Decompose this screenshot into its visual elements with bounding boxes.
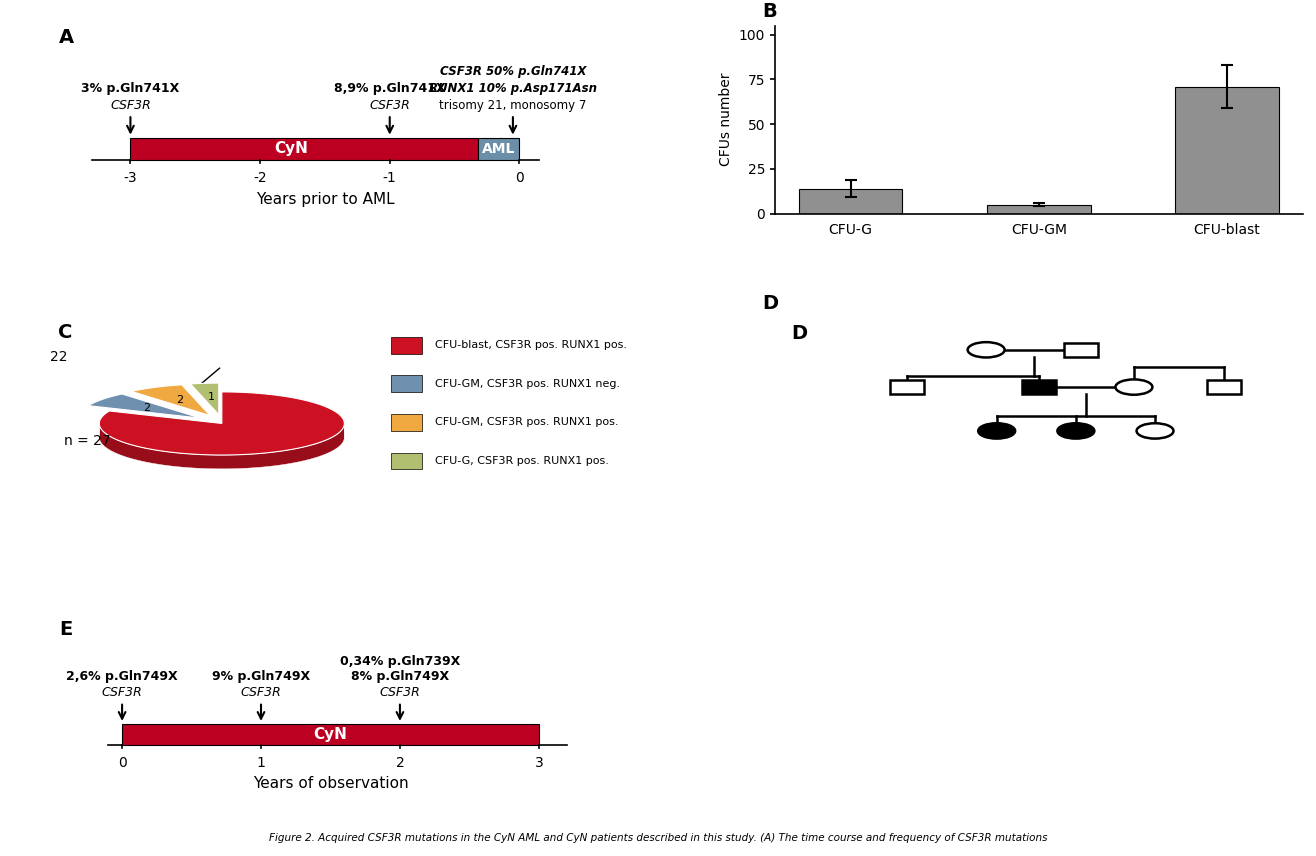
- Text: 1: 1: [208, 392, 215, 402]
- Text: 2: 2: [176, 395, 183, 405]
- Text: 9% p.Gln749X: 9% p.Gln749X: [212, 670, 311, 683]
- Bar: [391, 376, 422, 392]
- Text: CSF3R: CSF3R: [241, 687, 282, 699]
- Bar: [478, 138, 520, 160]
- Circle shape: [1057, 423, 1095, 438]
- Text: D: D: [791, 324, 807, 342]
- Polygon shape: [88, 394, 201, 419]
- Bar: [1207, 380, 1241, 395]
- Bar: [391, 453, 422, 469]
- Circle shape: [1116, 379, 1153, 395]
- Text: B: B: [762, 3, 776, 21]
- Bar: [1063, 342, 1099, 357]
- Text: CSF3R: CSF3R: [101, 687, 142, 699]
- Bar: [1175, 86, 1279, 214]
- Text: D: D: [762, 294, 778, 312]
- Polygon shape: [99, 424, 345, 469]
- Circle shape: [978, 423, 1015, 438]
- Text: Years of observation: Years of observation: [253, 776, 408, 791]
- Text: 0,34% p.Gln739X: 0,34% p.Gln739X: [340, 655, 461, 668]
- Bar: [391, 414, 422, 431]
- Text: 0: 0: [515, 171, 524, 185]
- Circle shape: [1137, 423, 1174, 438]
- Text: C: C: [58, 323, 72, 342]
- Text: 0: 0: [117, 756, 126, 770]
- Bar: [890, 380, 924, 395]
- Text: 3: 3: [534, 756, 544, 770]
- Polygon shape: [99, 392, 345, 455]
- Text: AML: AML: [482, 142, 516, 156]
- Y-axis label: CFUs number: CFUs number: [720, 73, 733, 166]
- Text: CyN: CyN: [313, 727, 347, 742]
- Text: RUNX1 10% p.Asp171Asn: RUNX1 10% p.Asp171Asn: [429, 82, 597, 95]
- Text: A: A: [59, 28, 74, 47]
- Text: 22: 22: [50, 350, 67, 365]
- Text: 8,9% p.Gln741X: 8,9% p.Gln741X: [334, 82, 446, 95]
- Polygon shape: [132, 385, 211, 415]
- Text: -1: -1: [383, 171, 396, 185]
- Text: CFU-blast, CSF3R pos. RUNX1 pos.: CFU-blast, CSF3R pos. RUNX1 pos.: [434, 340, 626, 350]
- Bar: [122, 724, 538, 745]
- Bar: [987, 205, 1091, 214]
- Bar: [391, 337, 422, 354]
- Text: E: E: [59, 620, 72, 639]
- Text: Figure 2. Acquired CSF3R mutations in the CyN AML and CyN patients described in : Figure 2. Acquired CSF3R mutations in th…: [268, 833, 1048, 843]
- Text: -2: -2: [253, 171, 267, 185]
- Text: CSF3R: CSF3R: [379, 687, 420, 699]
- Text: 1: 1: [257, 756, 266, 770]
- Polygon shape: [191, 383, 218, 414]
- Text: 8% p.Gln749X: 8% p.Gln749X: [351, 670, 449, 683]
- Text: 3% p.Gln741X: 3% p.Gln741X: [82, 82, 179, 95]
- Text: CFU-G, CSF3R pos. RUNX1 pos.: CFU-G, CSF3R pos. RUNX1 pos.: [434, 456, 608, 466]
- Bar: [1021, 380, 1055, 395]
- Bar: [799, 188, 903, 214]
- Text: CSF3R 50% p.Gln741X: CSF3R 50% p.Gln741X: [440, 65, 586, 79]
- Text: 2: 2: [143, 403, 150, 413]
- Text: CFU-GM, CSF3R pos. RUNX1 pos.: CFU-GM, CSF3R pos. RUNX1 pos.: [434, 418, 619, 427]
- Text: 2,6% p.Gln749X: 2,6% p.Gln749X: [66, 670, 178, 683]
- Text: CFU-GM, CSF3R pos. RUNX1 neg.: CFU-GM, CSF3R pos. RUNX1 neg.: [434, 379, 620, 389]
- Text: trisomy 21, monosomy 7: trisomy 21, monosomy 7: [440, 98, 587, 111]
- Text: CyN: CyN: [274, 141, 308, 156]
- Bar: [130, 138, 478, 160]
- Text: CSF3R: CSF3R: [370, 98, 411, 111]
- Circle shape: [967, 342, 1004, 358]
- Text: CSF3R: CSF3R: [111, 98, 151, 111]
- Text: -3: -3: [124, 171, 137, 185]
- Text: n = 27: n = 27: [64, 434, 111, 449]
- Text: 2: 2: [396, 756, 404, 770]
- Text: Years prior to AML: Years prior to AML: [255, 192, 395, 207]
